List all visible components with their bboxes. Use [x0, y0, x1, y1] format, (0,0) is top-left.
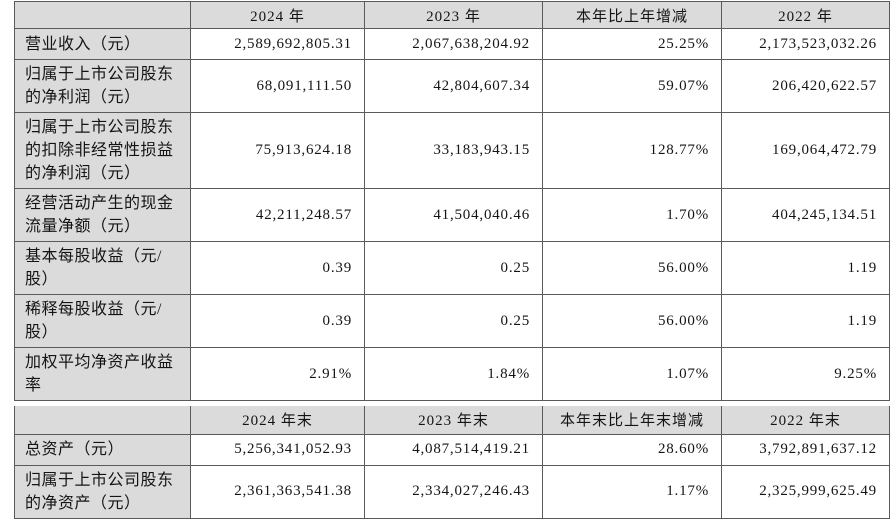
cell-value: 404,245,134.51: [721, 188, 890, 242]
table-row-deducted-net-profit: 归属于上市公司股东的扣除非经常性损益的净利润（元） 75,913,624.18 …: [14, 112, 890, 189]
table-row-weighted-roe: 加权平均净资产收益率 2.91% 1.84% 1.07% 9.25%: [14, 347, 890, 401]
cell-value: 2,334,027,246.43: [364, 464, 543, 519]
cell-value: 0.39: [190, 294, 365, 348]
table-row-revenue: 营业收入（元） 2,589,692,805.31 2,067,638,204.9…: [14, 28, 890, 60]
header-2022-year-end: 2022 年末: [721, 406, 890, 435]
cell-value: 0.39: [190, 241, 365, 295]
cell-value: 28.60%: [542, 433, 722, 466]
row-label: 归属于上市公司股东的净资产（元）: [14, 464, 191, 519]
cell-value: 41,504,040.46: [364, 188, 543, 242]
cell-value: 68,091,111.50: [190, 59, 365, 113]
cell-value: 42,211,248.57: [190, 188, 365, 242]
header-yoy-change: 本年比上年增减: [542, 1, 722, 29]
cell-value: 75,913,624.18: [190, 112, 365, 189]
cell-value: 33,183,943.15: [364, 112, 543, 189]
header-year-end-change: 本年末比上年末增减: [542, 406, 722, 435]
header-2023: 2023 年: [364, 1, 543, 29]
annual-header-row: 2024 年 2023 年 本年比上年增减 2022 年: [14, 1, 890, 29]
cell-value: 42,804,607.34: [364, 59, 543, 113]
cell-value: 2,067,638,204.92: [364, 28, 543, 60]
cell-value: 4,087,514,419.21: [364, 433, 543, 466]
cell-value: 206,420,622.57: [721, 59, 890, 113]
cell-value: 1.84%: [364, 347, 543, 401]
cell-value: 5,256,341,052.93: [190, 433, 365, 466]
cell-value: 128.77%: [542, 112, 722, 189]
corner-cell: [14, 406, 191, 435]
annual-indicators-table: 2024 年 2023 年 本年比上年增减 2022 年 营业收入（元） 2,5…: [14, 1, 890, 401]
table-row-basic-eps: 基本每股收益（元/股） 0.39 0.25 56.00% 1.19: [14, 241, 890, 295]
table-row-diluted-eps: 稀释每股收益（元/股） 0.39 0.25 56.00% 1.19: [14, 294, 890, 348]
cell-value: 25.25%: [542, 28, 722, 60]
year-end-header-row: 2024 年末 2023 年末 本年末比上年末增减 2022 年末: [14, 406, 890, 435]
corner-cell: [14, 1, 191, 29]
row-label: 营业收入（元）: [14, 28, 191, 60]
cell-value: 2,589,692,805.31: [190, 28, 365, 60]
row-label: 基本每股收益（元/股）: [14, 241, 191, 295]
header-2023-year-end: 2023 年末: [364, 406, 543, 435]
year-end-indicators-table: 2024 年末 2023 年末 本年末比上年末增减 2022 年末 总资产（元）…: [14, 406, 890, 519]
cell-value: 1.19: [721, 241, 890, 295]
row-label: 归属于上市公司股东的净利润（元）: [14, 59, 191, 113]
cell-value: 56.00%: [542, 241, 722, 295]
cell-value: 1.19: [721, 294, 890, 348]
table-row-net-profit: 归属于上市公司股东的净利润（元） 68,091,111.50 42,804,60…: [14, 59, 890, 113]
cell-value: 2,325,999,625.49: [721, 464, 890, 519]
cell-value: 1.07%: [542, 347, 722, 401]
row-label: 总资产（元）: [14, 433, 191, 466]
cell-value: 2,173,523,032.26: [721, 28, 890, 60]
row-label: 归属于上市公司股东的扣除非经常性损益的净利润（元）: [14, 112, 191, 189]
cell-value: 1.17%: [542, 464, 722, 519]
cell-value: 56.00%: [542, 294, 722, 348]
cell-value: 2,361,363,541.38: [190, 464, 365, 519]
cell-value: 169,064,472.79: [721, 112, 890, 189]
row-label: 经营活动产生的现金流量净额（元）: [14, 188, 191, 242]
cell-value: 59.07%: [542, 59, 722, 113]
table-row-net-assets: 归属于上市公司股东的净资产（元） 2,361,363,541.38 2,334,…: [14, 464, 890, 519]
table-row-total-assets: 总资产（元） 5,256,341,052.93 4,087,514,419.21…: [14, 433, 890, 466]
header-2024: 2024 年: [190, 1, 365, 29]
row-label: 稀释每股收益（元/股）: [14, 294, 191, 348]
cell-value: 0.25: [364, 241, 543, 295]
cell-value: 2.91%: [190, 347, 365, 401]
cell-value: 1.70%: [542, 188, 722, 242]
cell-value: 0.25: [364, 294, 543, 348]
cell-value: 9.25%: [721, 347, 890, 401]
header-2022: 2022 年: [721, 1, 890, 29]
row-label: 加权平均净资产收益率: [14, 347, 191, 401]
cell-value: 3,792,891,637.12: [721, 433, 890, 466]
table-row-operating-cash-flow: 经营活动产生的现金流量净额（元） 42,211,248.57 41,504,04…: [14, 188, 890, 242]
header-2024-year-end: 2024 年末: [190, 406, 365, 435]
